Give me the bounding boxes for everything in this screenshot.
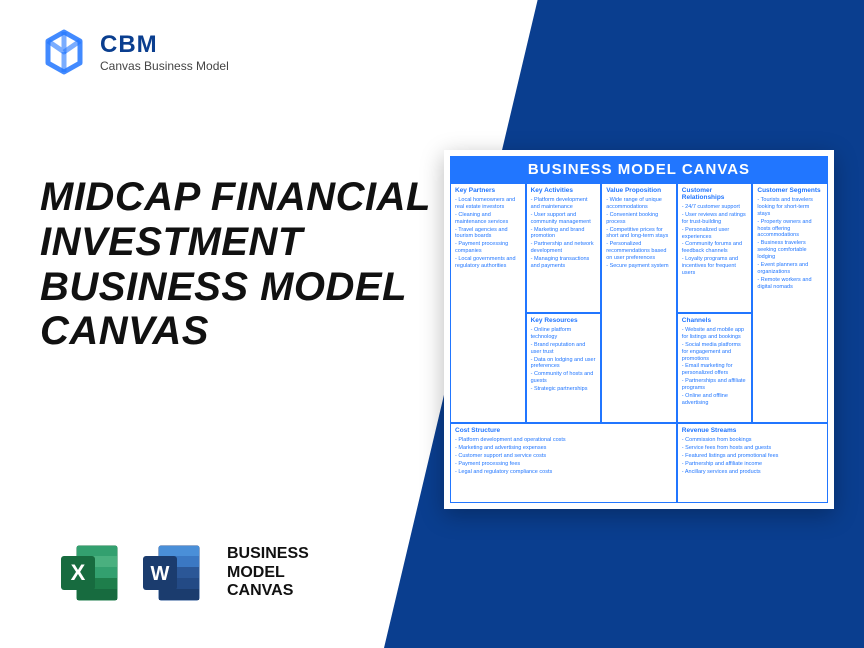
excel-icon: X xyxy=(55,538,125,608)
brand-name: CBM xyxy=(100,31,229,59)
cell-key-activities: Key ActivitiesPlatform development and m… xyxy=(526,183,602,313)
svg-text:W: W xyxy=(151,563,170,585)
cell-key-resources: Key ResourcesOnline platform technologyB… xyxy=(526,313,602,423)
svg-text:X: X xyxy=(71,560,86,585)
brand-subtitle: Canvas Business Model xyxy=(100,59,229,73)
canvas-preview-card: BUSINESS MODEL CANVAS Key PartnersLocal … xyxy=(444,150,834,509)
cell-key-partners: Key PartnersLocal homeowners and real es… xyxy=(450,183,526,423)
cell-customer-segments: Customer SegmentsTourists and travelers … xyxy=(752,183,828,423)
cell-channels: ChannelsWebsite and mobile app for listi… xyxy=(677,313,753,423)
word-icon: W xyxy=(137,538,207,608)
brand-logo-icon xyxy=(40,28,88,76)
cell-value-proposition: Value PropositionWide range of unique ac… xyxy=(601,183,677,423)
cell-cost-structure: Cost StructurePlatform development and o… xyxy=(450,423,677,503)
cell-revenue-streams: Revenue StreamsCommission from bookingsS… xyxy=(677,423,828,503)
file-icons-row: X W BUSINESSMODELCANVAS xyxy=(55,538,309,608)
page-title: MIDCAP FINANCIAL INVESTMENT BUSINESS MOD… xyxy=(40,175,440,354)
cell-customer-relationships: Customer Relationships24/7 customer supp… xyxy=(677,183,753,313)
canvas-grid: Key PartnersLocal homeowners and real es… xyxy=(450,183,828,503)
canvas-header: BUSINESS MODEL CANVAS xyxy=(450,156,828,183)
file-icons-label: BUSINESSMODELCANVAS xyxy=(227,545,309,600)
brand-logo-block: CBM Canvas Business Model xyxy=(40,28,229,76)
